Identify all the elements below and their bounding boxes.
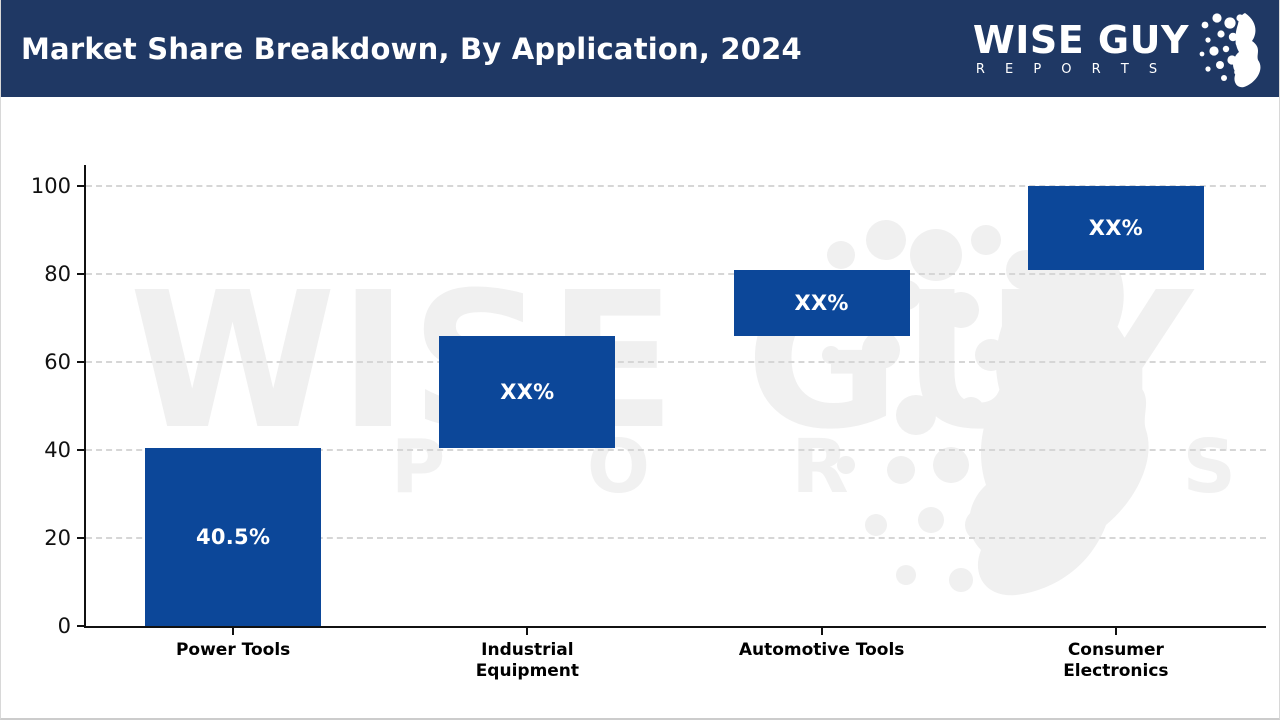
bar-value-label-power-tools: 40.5% <box>195 524 271 549</box>
bar-power-tools: 40.5% <box>145 447 322 626</box>
x-tick-automotive-tools <box>820 628 823 635</box>
y-tick-100 <box>77 185 84 187</box>
bar-consumer-electronics: XX% <box>1027 186 1204 270</box>
y-tick-20 <box>77 537 84 539</box>
bar-value-label-automotive-tools: XX% <box>794 290 849 315</box>
logo-wordmark: WISE GUY <box>972 17 1189 62</box>
x-axis-spine <box>84 626 1266 628</box>
chart-title: Market Share Breakdown, By Application, … <box>21 31 802 66</box>
x-category-label-consumer-electronics: Consumer Electronics <box>1063 640 1169 681</box>
header: Market Share Breakdown, By Application, … <box>1 0 1279 97</box>
x-category-label-automotive-tools: Automotive Tools <box>738 640 905 660</box>
y-tick-60 <box>77 361 84 363</box>
gridline-20 <box>86 537 1266 539</box>
x-tick-industrial-equipment <box>526 628 529 635</box>
y-axis-spine <box>84 165 86 628</box>
y-tick-label-40: 40 <box>44 438 71 462</box>
gridline-100 <box>86 185 1266 187</box>
gridline-40 <box>86 449 1266 451</box>
y-tick-40 <box>77 449 84 451</box>
x-category-label-power-tools: Power Tools <box>175 640 291 660</box>
gridline-80 <box>86 273 1266 275</box>
y-tick-80 <box>77 273 84 275</box>
logo-face-icon <box>1199 12 1261 87</box>
y-tick-label-80: 80 <box>44 262 71 286</box>
y-tick-label-60: 60 <box>44 350 71 374</box>
x-tick-power-tools <box>232 628 235 635</box>
gridline-60 <box>86 361 1266 363</box>
logo-text: WISE GUY R E P O R T S <box>973 21 1189 77</box>
y-tick-label-20: 20 <box>44 526 71 550</box>
y-tick-0 <box>77 625 84 627</box>
bar-automotive-tools: XX% <box>733 269 910 336</box>
wiseguy-logo: WISE GUY R E P O R T S <box>973 9 1263 89</box>
bar-value-label-consumer-electronics: XX% <box>1088 215 1144 240</box>
logo-subtext: R E P O R T S <box>975 61 1166 77</box>
bar-industrial-equipment: XX% <box>439 335 616 448</box>
bar-value-label-industrial-equipment: XX% <box>500 379 555 404</box>
x-tick-consumer-electronics <box>1114 628 1117 635</box>
y-tick-label-0: 0 <box>57 614 71 638</box>
y-tick-label-100: 100 <box>30 174 71 198</box>
x-category-label-industrial-equipment: Industrial Equipment <box>475 640 580 681</box>
